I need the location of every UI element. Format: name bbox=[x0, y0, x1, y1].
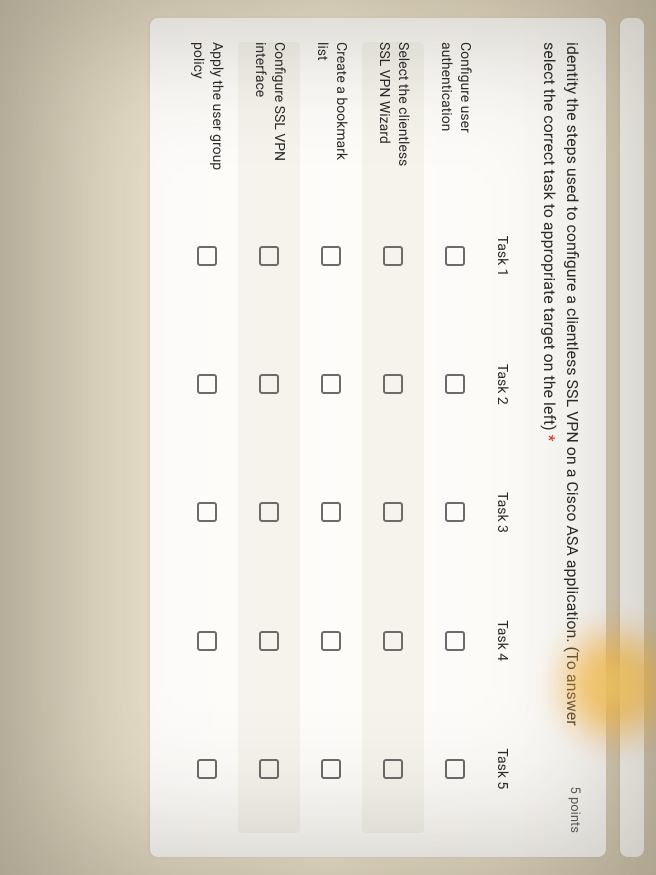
checkbox[interactable] bbox=[445, 502, 465, 522]
checkbox[interactable] bbox=[321, 631, 341, 651]
col-head-1: Task 1 bbox=[494, 211, 510, 301]
grid-row: Create a bookmark list bbox=[300, 42, 362, 833]
row-label: Configure user authentication bbox=[436, 42, 474, 192]
checkbox[interactable] bbox=[445, 374, 465, 394]
checkbox[interactable] bbox=[445, 631, 465, 651]
question-text-content: identity the steps used to configure a c… bbox=[540, 42, 582, 726]
checkbox[interactable] bbox=[259, 246, 279, 266]
checkbox-grid: Task 1 Task 2 Task 3 Task 4 Task 5 Confi… bbox=[176, 42, 510, 833]
checkbox[interactable] bbox=[197, 759, 217, 779]
question-text: identity the steps used to configure a c… bbox=[538, 42, 584, 766]
checkbox[interactable] bbox=[445, 246, 465, 266]
checkbox[interactable] bbox=[383, 374, 403, 394]
col-head-4: Task 4 bbox=[494, 596, 510, 686]
row-label: Apply the user group policy bbox=[188, 42, 226, 192]
col-head-2: Task 2 bbox=[494, 339, 510, 429]
grid-row: Configure user authentication bbox=[424, 42, 486, 833]
checkbox[interactable] bbox=[383, 246, 403, 266]
grid-row: Select the clientless SSL VPN Wizard bbox=[362, 42, 424, 833]
checkbox[interactable] bbox=[259, 374, 279, 394]
grid-row: Configure SSL VPN interface bbox=[238, 42, 300, 833]
grid-row: Apply the user group policy bbox=[176, 42, 238, 833]
row-label: Select the clientless SSL VPN Wizard bbox=[374, 42, 412, 192]
row-label: Configure SSL VPN interface bbox=[250, 42, 288, 192]
question-header: identity the steps used to configure a c… bbox=[538, 42, 584, 833]
rotated-viewport: identity the steps used to configure a c… bbox=[0, 0, 656, 875]
col-head-5: Task 5 bbox=[494, 724, 510, 814]
checkbox[interactable] bbox=[197, 374, 217, 394]
checkbox[interactable] bbox=[383, 502, 403, 522]
col-head-3: Task 3 bbox=[494, 467, 510, 557]
checkbox[interactable] bbox=[197, 502, 217, 522]
required-asterisk: * bbox=[540, 435, 559, 442]
grid-header-row: Task 1 Task 2 Task 3 Task 4 Task 5 bbox=[494, 42, 510, 833]
checkbox[interactable] bbox=[445, 759, 465, 779]
checkbox[interactable] bbox=[259, 759, 279, 779]
column-headers: Task 1 Task 2 Task 3 Task 4 Task 5 bbox=[494, 192, 510, 833]
checkbox[interactable] bbox=[321, 374, 341, 394]
previous-card-sliver bbox=[620, 18, 644, 857]
points-label: 5 points bbox=[567, 786, 584, 833]
checkbox[interactable] bbox=[259, 502, 279, 522]
checkbox[interactable] bbox=[321, 246, 341, 266]
checkbox[interactable] bbox=[321, 502, 341, 522]
row-label: Create a bookmark list bbox=[312, 42, 350, 192]
checkbox[interactable] bbox=[197, 631, 217, 651]
checkbox[interactable] bbox=[321, 759, 341, 779]
checkbox[interactable] bbox=[197, 246, 217, 266]
checkbox[interactable] bbox=[383, 631, 403, 651]
checkbox[interactable] bbox=[383, 759, 403, 779]
question-card: identity the steps used to configure a c… bbox=[150, 18, 606, 857]
checkbox[interactable] bbox=[259, 631, 279, 651]
